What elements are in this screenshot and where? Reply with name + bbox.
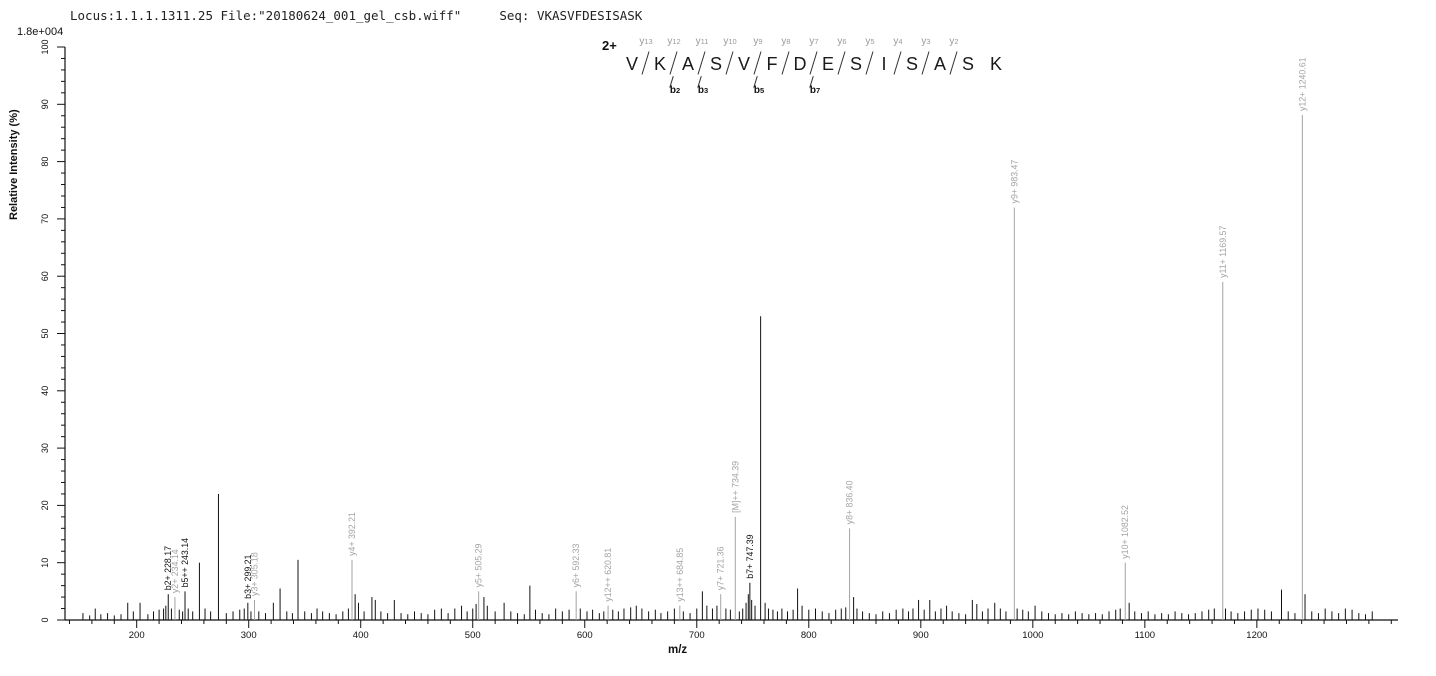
x-tick-label: 700 [689,630,705,641]
fragment-peak-label: y12+ 1240.61 [1297,57,1307,111]
y-tick-label: 60 [40,271,50,281]
y-tick-label: 80 [40,157,50,167]
y-ion-label: y7 [809,36,819,47]
fragment-peak-label: y7+ 721.36 [716,546,726,590]
spectrum-header: Locus:1.1.1.1311.25 File:"20180624_001_g… [70,8,642,23]
sequence-label: Seq: VKASVFDESISASK [499,8,643,23]
residue-letter: S [961,54,974,74]
residue-letter: V [625,54,638,74]
fragment-peak-label: b5++ 243.14 [180,538,190,588]
y-tick-label: 10 [40,558,50,568]
y-ion-label: y8 [781,36,791,47]
fragment-peak-label: y13++ 684.85 [675,548,685,602]
y-tick-label: 30 [40,443,50,453]
fragment-peak-label: y2+ 234.14 [170,549,180,593]
x-tick-label: 300 [241,630,257,641]
y-ion-label: y11 [695,36,709,47]
fragment-peak-label: y3+ 305.18 [250,552,260,596]
b-ion-label: b3 [697,85,709,96]
y-ion-label: y2 [949,36,959,47]
residue-letter: A [681,54,694,74]
fragment-peak-label: y4+ 392.21 [347,512,357,556]
fragment-peak-label: [M]++ 734.39 [730,461,740,513]
x-tick-label: 1000 [1022,630,1043,641]
x-tick-label: 1200 [1246,630,1267,641]
locus-file-label: Locus:1.1.1.1311.25 File:"20180624_001_g… [70,8,462,23]
b-ion-label: b7 [809,85,821,96]
fragment-peak-label: y9+ 983.47 [1009,160,1019,204]
residue-letter: K [989,54,1002,74]
b-ion-label: b2 [669,85,681,96]
residue-letter: V [737,54,750,74]
fragment-peak-label: y6+ 592.33 [571,543,581,587]
x-tick-label: 1100 [1135,630,1155,641]
y-ion-label: y12 [667,36,681,47]
x-tick-label: 200 [129,630,145,641]
fragment-peak-label: b3+ 299.21 [243,554,253,598]
b-ion-label: b5 [753,85,765,96]
x-tick-label: 600 [577,630,593,641]
fragment-peak-label: y8+ 836.40 [845,480,855,524]
fragment-peak-label: y12++ 620.81 [603,548,613,602]
residue-letter: E [821,54,834,74]
y-tick-label: 0 [40,617,50,622]
residue-letter: F [766,54,778,74]
x-tick-label: 900 [913,630,929,641]
y-ion-label: y9 [753,36,763,47]
residue-letter: K [653,54,666,74]
y-ion-label: y13 [639,36,653,47]
y-ion-label: y5 [865,36,875,47]
fragment-peak-label: y11+ 1169.57 [1218,226,1228,278]
residue-letter: I [881,54,887,74]
y-ion-label: y6 [837,36,847,47]
fragment-peak-label: b7+ 747.39 [745,534,755,578]
x-tick-label: 400 [353,630,369,641]
x-tick-label: 500 [465,630,481,641]
x-tick-label: 800 [801,630,817,641]
residue-letter: S [709,54,722,74]
y-tick-label: 50 [40,328,50,338]
residue-letter: A [933,54,946,74]
x-axis-title: m/z [668,644,688,656]
y-tick-label: 90 [40,99,50,109]
residue-letter: D [793,54,807,74]
fragment-peak-label: y10+ 1082.52 [1120,505,1130,559]
y-tick-label: 20 [40,500,50,510]
y-ion-label: y4 [893,36,903,47]
fragment-peak-label: b2+ 228.17 [163,546,173,590]
residue-letter: S [849,54,862,74]
intensity-scale-label: 1.8e+004 [17,26,64,38]
precursor-charge-label: 2+ [602,38,617,53]
y-ion-label: y10 [723,36,737,47]
y-tick-label: 70 [40,214,50,224]
y-tick-label: 40 [40,386,50,396]
residue-letter: S [905,54,918,74]
y-tick-label: 100 [40,39,50,54]
y-ion-label: y3 [921,36,931,47]
fragment-peak-label: y5+ 505.29 [474,543,484,587]
